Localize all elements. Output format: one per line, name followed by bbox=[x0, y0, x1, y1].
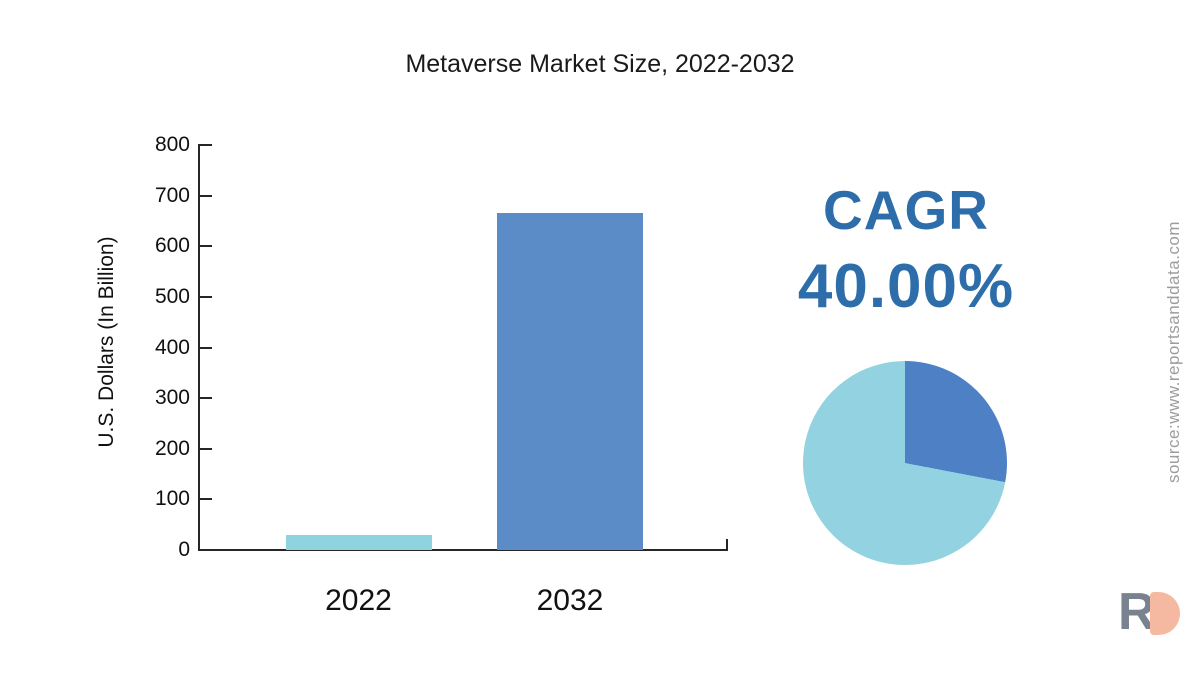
logo-letter-r: R bbox=[1118, 583, 1156, 641]
y-tick-mark bbox=[199, 245, 212, 248]
logo-d-shape bbox=[1149, 592, 1180, 635]
source-watermark: source:www.reportsanddata.com bbox=[1164, 220, 1183, 484]
y-tick-label: 100 bbox=[154, 487, 190, 511]
cagr-pie-chart bbox=[803, 361, 1007, 565]
chart-title: Metaverse Market Size, 2022-2032 bbox=[405, 50, 795, 78]
cagr-block: CAGR 40.00% bbox=[758, 180, 1054, 320]
y-tick-mark bbox=[199, 397, 212, 400]
x-tick-label-2022: 2022 bbox=[325, 584, 392, 617]
y-tick-mark bbox=[199, 194, 212, 197]
bar-2022 bbox=[285, 534, 432, 550]
cagr-value: 40.00% bbox=[797, 252, 1015, 321]
y-tick-label: 600 bbox=[154, 234, 190, 258]
y-tick-mark bbox=[199, 346, 212, 349]
y-tick-mark bbox=[199, 498, 212, 501]
y-tick-label: 300 bbox=[154, 386, 190, 410]
y-tick-mark bbox=[199, 549, 212, 551]
y-tick-label: 0 bbox=[178, 538, 190, 561]
y-axis-label: U.S. Dollars (In Billion) bbox=[95, 236, 118, 448]
x-axis-end-tick bbox=[726, 539, 728, 550]
x-axis-line bbox=[198, 549, 728, 551]
y-tick-mark bbox=[199, 295, 212, 298]
y-tick-label: 500 bbox=[154, 284, 190, 308]
bar-2032 bbox=[497, 213, 643, 550]
reportsanddata-logo: R bbox=[1118, 583, 1180, 641]
y-tick-label: 200 bbox=[154, 436, 190, 460]
y-tick-mark bbox=[199, 144, 212, 146]
y-tick-label: 400 bbox=[154, 335, 190, 359]
y-tick-label: 800 bbox=[154, 133, 190, 156]
x-tick-label-2032: 2032 bbox=[536, 584, 604, 617]
y-tick-label: 700 bbox=[154, 183, 190, 207]
y-tick-mark bbox=[199, 447, 212, 450]
cagr-label: CAGR bbox=[823, 179, 989, 241]
